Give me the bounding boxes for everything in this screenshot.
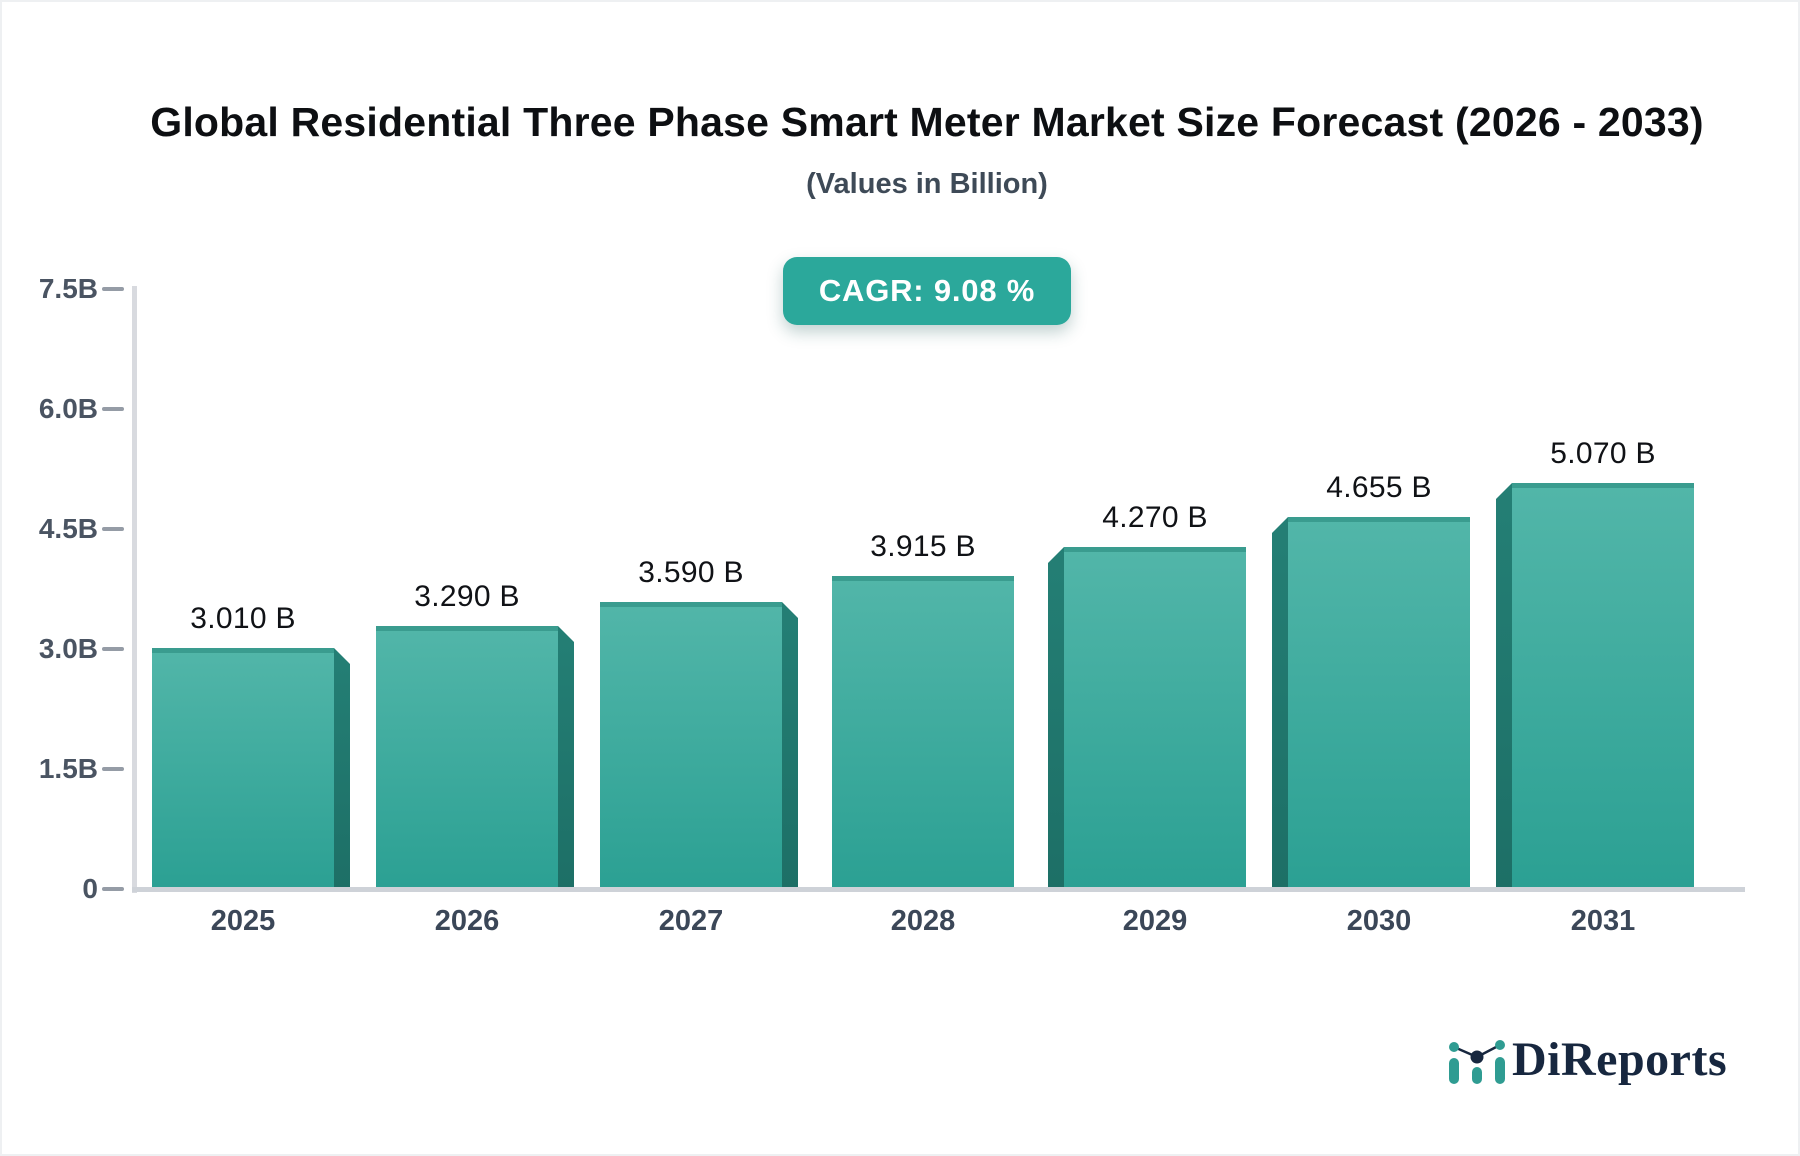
x-axis-category-label: 2030	[1346, 905, 1412, 937]
bar-value-label: 5.070 B	[1550, 437, 1656, 470]
x-axis-line	[132, 887, 1745, 892]
bar-2029	[1064, 547, 1246, 890]
chart-title: Global Residential Three Phase Smart Met…	[150, 99, 1704, 145]
brand-logo: DiReports	[1446, 1032, 1746, 1102]
x-axis-category-label: 2027	[658, 905, 724, 937]
bar-top-edge	[376, 626, 558, 631]
x-axis-category-label: 2028	[890, 905, 956, 937]
y-axis-tick-mark	[102, 527, 124, 531]
bar-2025	[152, 648, 334, 890]
bar-value-label: 3.010 B	[190, 602, 296, 635]
x-axis-category-label: 2031	[1570, 905, 1636, 937]
x-axis-category-label: 2026	[434, 905, 500, 937]
bar-2028	[832, 576, 1014, 890]
bar-3d-side	[1272, 517, 1288, 890]
bar-2031	[1512, 483, 1694, 890]
bar-3d-side	[1048, 547, 1064, 890]
bar-3d-side	[782, 602, 798, 890]
y-axis-tick-label: 7.5B	[38, 273, 98, 304]
y-axis-tick-label: 6.0B	[38, 393, 98, 424]
bar-value-label: 3.915 B	[870, 530, 976, 563]
y-axis-line	[132, 286, 137, 893]
bar-top-edge	[1064, 547, 1246, 552]
chart-subtitle: (Values in Billion)	[806, 168, 1048, 200]
bar-value-label: 3.290 B	[414, 580, 520, 613]
bar-top-edge	[1288, 517, 1470, 522]
y-axis-tick-mark	[102, 647, 124, 651]
bar-value-label: 4.655 B	[1326, 471, 1432, 504]
bar-3d-side	[334, 648, 350, 890]
bar-top-edge	[832, 576, 1014, 581]
bar-top-edge	[600, 602, 782, 607]
y-axis-tick-mark	[102, 407, 124, 411]
y-axis-tick-mark	[102, 287, 124, 291]
logo-text: DiReports	[1512, 1033, 1728, 1086]
y-axis-tick-mark	[102, 767, 124, 771]
y-axis-tick-mark	[102, 887, 124, 891]
cagr-badge-row: CAGR: 9.08 %	[52, 257, 1800, 325]
x-axis-category-label: 2029	[1122, 905, 1188, 937]
y-axis-tick-label: 0	[82, 873, 98, 904]
bar-top-edge	[1512, 483, 1694, 488]
y-axis-tick-label: 3.0B	[38, 633, 98, 664]
bar-2027	[600, 602, 782, 890]
bar-2030	[1288, 517, 1470, 890]
bar-value-label: 4.270 B	[1102, 501, 1208, 534]
y-axis-tick-label: 4.5B	[38, 513, 98, 544]
cagr-badge: CAGR: 9.08 %	[782, 257, 1072, 325]
bar-3d-side	[558, 626, 574, 890]
bar-top-edge	[152, 648, 334, 653]
bar-3d-side	[1496, 483, 1512, 890]
logo-chart-icon	[1449, 1040, 1505, 1084]
bar-value-label: 3.590 B	[638, 556, 744, 589]
x-axis-category-label: 2025	[210, 905, 276, 937]
y-axis-tick-label: 1.5B	[38, 753, 98, 784]
bar-2026	[376, 626, 558, 890]
